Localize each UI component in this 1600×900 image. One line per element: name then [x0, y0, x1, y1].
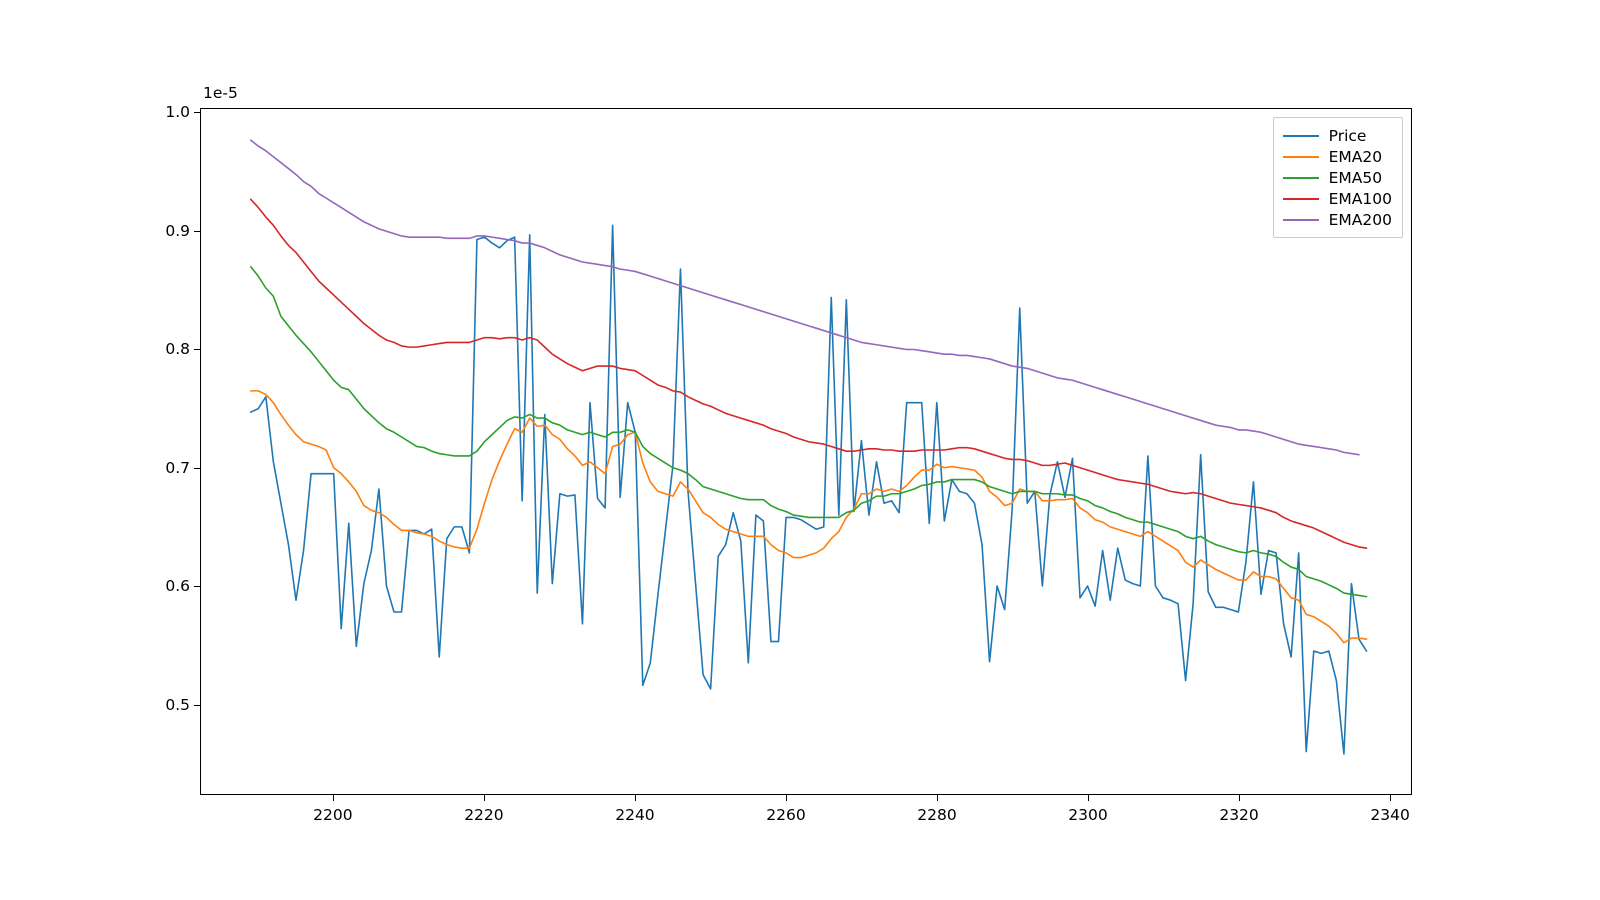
x-tick-mark: [332, 795, 334, 801]
y-tick-label: 0.5: [165, 695, 190, 714]
y-tick-mark: [194, 467, 200, 469]
legend-item-ema20[interactable]: EMA20: [1282, 146, 1392, 167]
x-tick-mark: [937, 795, 939, 801]
legend-swatch-icon: [1282, 176, 1319, 179]
x-tick-label: 2200: [313, 806, 353, 824]
x-tick-mark: [634, 795, 636, 801]
x-tick-label: 2320: [1219, 806, 1259, 824]
y-tick-mark: [194, 111, 200, 113]
y-tick-label: 0.8: [165, 340, 190, 359]
series-line-ema20: [251, 391, 1367, 643]
legend-item-price[interactable]: Price: [1282, 125, 1392, 146]
legend-item-label: EMA100: [1328, 189, 1392, 208]
chart-legend: Price EMA20 EMA50 EMA100 EMA200: [1272, 117, 1403, 238]
y-tick-mark: [194, 230, 200, 232]
legend-swatch-icon: [1282, 155, 1319, 158]
x-tick-mark: [1088, 795, 1090, 801]
y-tick-label: 1.0: [165, 102, 190, 121]
legend-item-ema100[interactable]: EMA100: [1282, 188, 1392, 209]
x-tick-label: 2280: [917, 806, 957, 824]
legend-swatch-icon: [1282, 218, 1319, 221]
series-line-ema200: [251, 140, 1359, 455]
x-tick-label: 2220: [464, 806, 504, 824]
x-tick-label: 2300: [1068, 806, 1108, 824]
x-tick-label: 2240: [615, 806, 655, 824]
y-tick-label: 0.6: [165, 577, 190, 596]
legend-swatch-icon: [1282, 134, 1319, 137]
plot-lines: [201, 109, 1411, 794]
series-line-price: [251, 225, 1367, 754]
x-tick-mark: [1239, 795, 1241, 801]
legend-item-label: Price: [1328, 126, 1367, 145]
legend-item-ema50[interactable]: EMA50: [1282, 167, 1392, 188]
x-tick-label: 2260: [766, 806, 806, 824]
y-tick-mark: [194, 349, 200, 351]
x-tick-mark: [483, 795, 485, 801]
x-tick-label: 2340: [1370, 806, 1410, 824]
y-tick-mark: [194, 704, 200, 706]
series-line-ema100: [251, 199, 1367, 548]
y-tick-label: 0.9: [165, 221, 190, 240]
legend-item-label: EMA200: [1328, 210, 1392, 229]
legend-item-label: EMA20: [1328, 147, 1383, 166]
legend-swatch-icon: [1282, 197, 1319, 200]
plot-axes: Price EMA20 EMA50 EMA100 EMA200: [200, 108, 1412, 795]
y-tick-mark: [194, 586, 200, 588]
legend-item-label: EMA50: [1328, 168, 1383, 187]
x-tick-mark: [785, 795, 787, 801]
y-axis-offset-label: 1e-5: [203, 84, 238, 102]
series-line-ema50: [251, 267, 1367, 597]
x-tick-mark: [1390, 795, 1392, 801]
legend-item-ema200[interactable]: EMA200: [1282, 209, 1392, 230]
y-tick-label: 0.7: [165, 458, 190, 477]
